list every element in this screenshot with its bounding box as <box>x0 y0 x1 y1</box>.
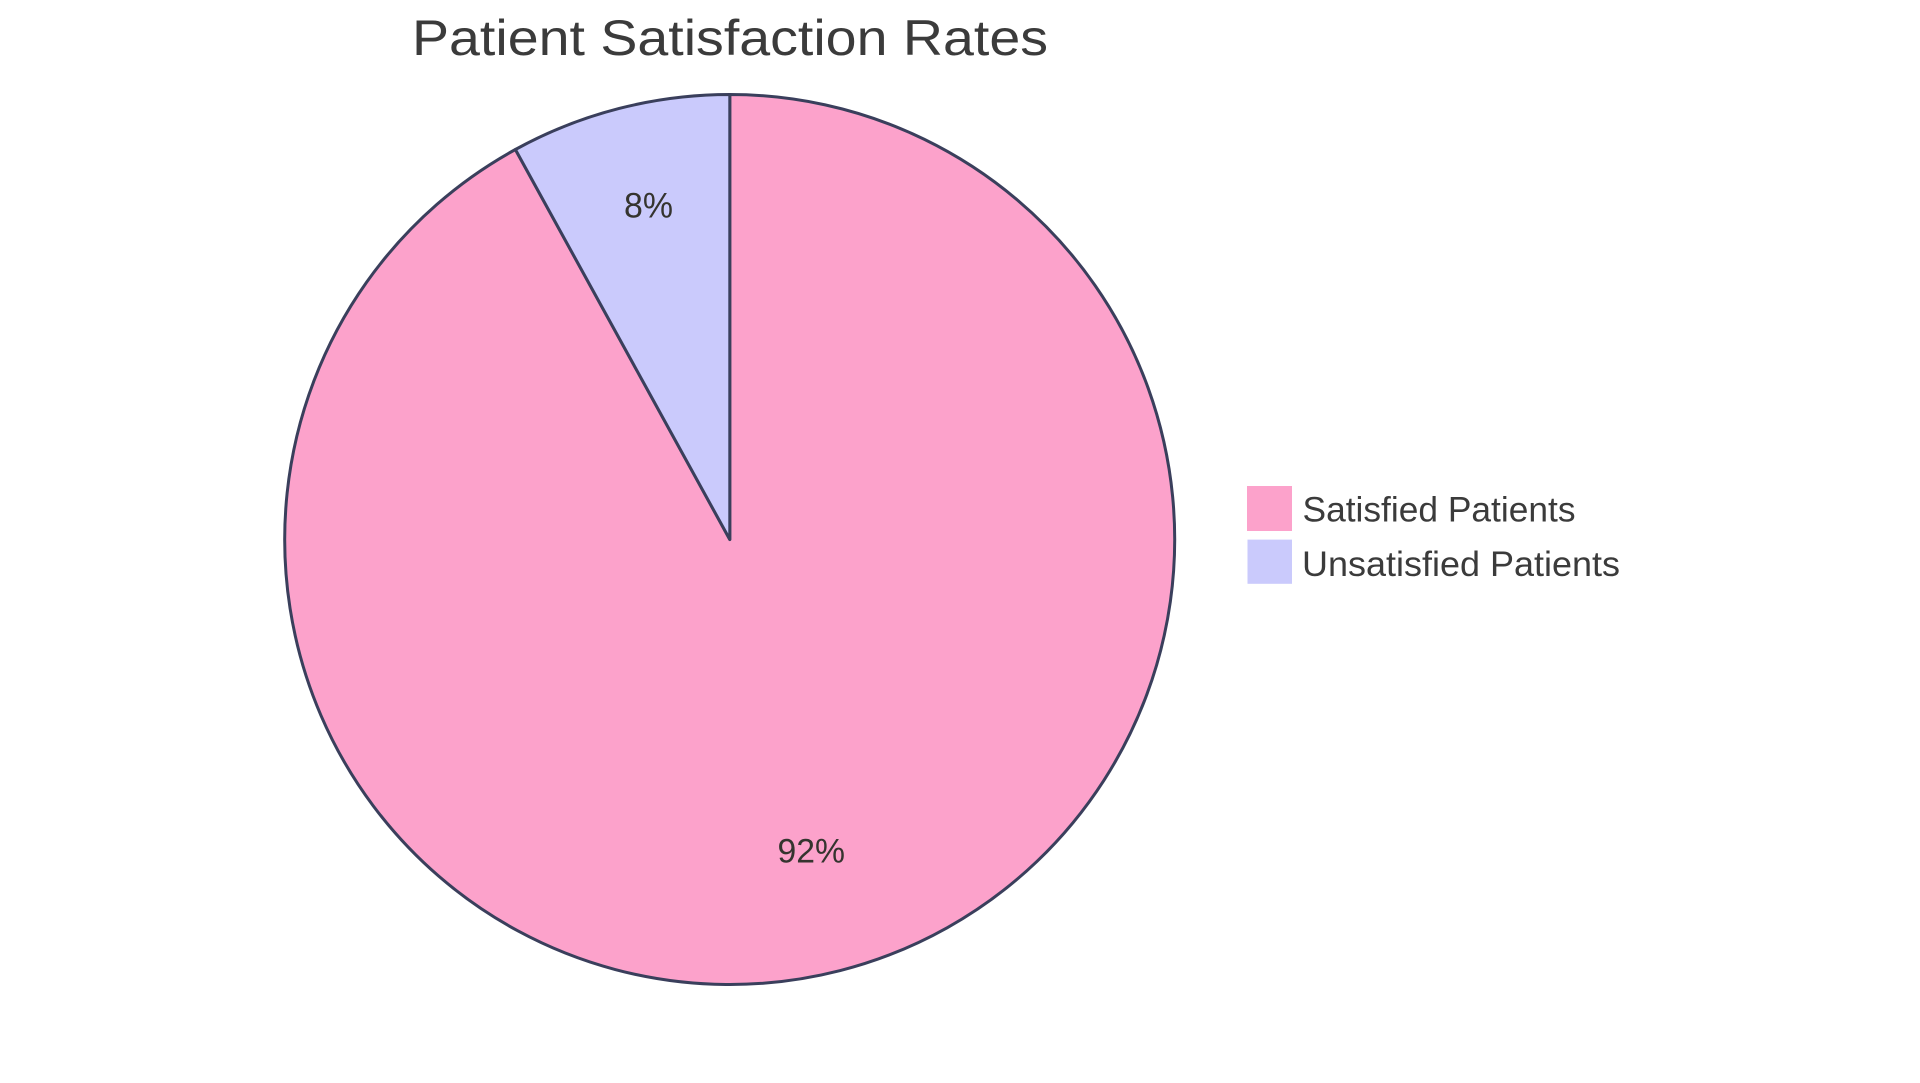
svg-text:8%: 8% <box>624 186 673 225</box>
svg-text:Unsatisfied Patients: Unsatisfied Patients <box>1302 544 1620 584</box>
svg-text:Satisfied Patients: Satisfied Patients <box>1303 491 1576 530</box>
svg-text:92%: 92% <box>778 833 846 871</box>
svg-text:Patient Satisfaction Rates: Patient Satisfaction Rates <box>412 10 1048 66</box>
